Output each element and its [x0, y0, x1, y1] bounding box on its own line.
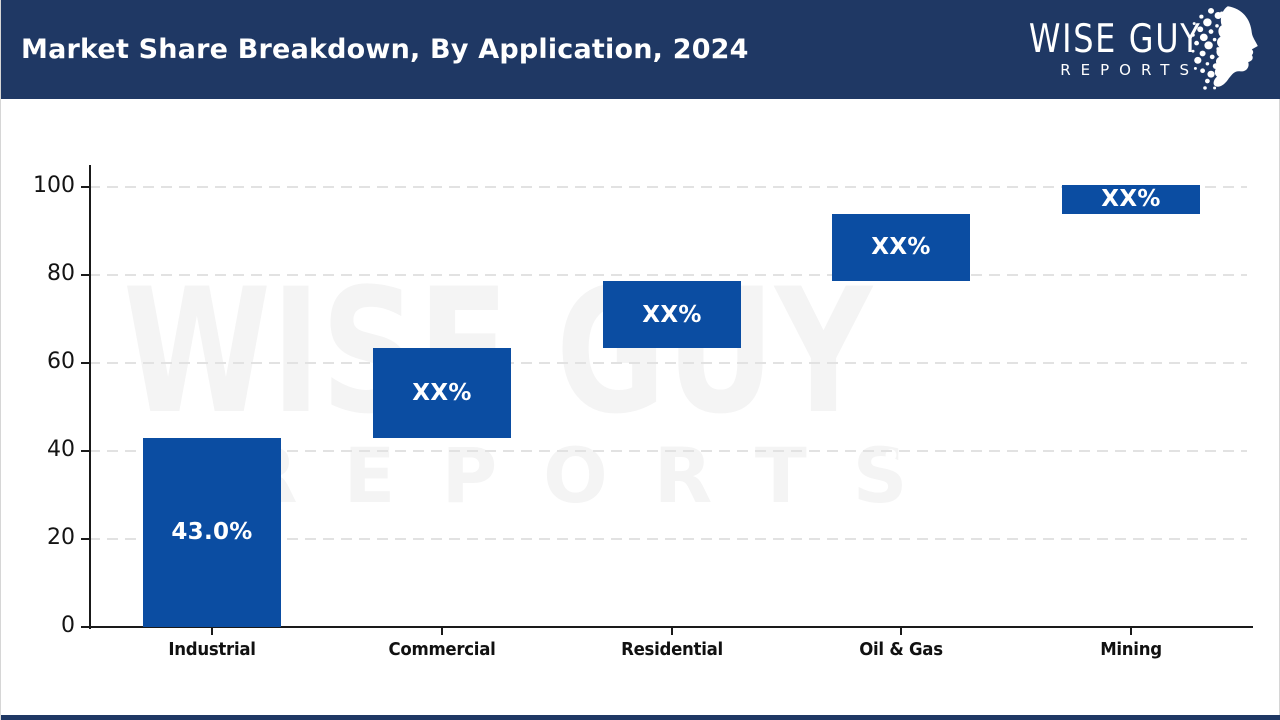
gridline: [89, 362, 1247, 364]
y-tick-mark: [81, 450, 89, 452]
header: Market Share Breakdown, By Application, …: [1, 0, 1280, 99]
logo-wordmark: WISE GUY REPORTS: [991, 20, 1201, 79]
y-tick-label: 60: [47, 349, 75, 374]
y-tick-mark: [81, 538, 89, 540]
gridline: [89, 274, 1247, 276]
y-tick-mark: [81, 274, 89, 276]
bar-value-label: XX%: [642, 301, 702, 328]
bar-value-label: 43.0%: [171, 519, 253, 546]
bar-mining: XX%: [1062, 184, 1200, 214]
y-tick-mark: [81, 362, 89, 364]
x-tick-mark: [900, 628, 902, 635]
x-tick-mark: [211, 628, 213, 635]
bar-oil-gas: XX%: [832, 213, 970, 282]
page-title: Market Share Breakdown, By Application, …: [21, 34, 749, 65]
bar-residential: XX%: [603, 281, 741, 349]
category-label: Industrial: [168, 639, 256, 660]
y-tick-label: 20: [47, 525, 75, 550]
bar-value-label: XX%: [1101, 186, 1161, 213]
x-tick-mark: [1130, 628, 1132, 635]
y-axis: [89, 165, 91, 629]
category-label: Mining: [1100, 639, 1162, 660]
gridline: [89, 186, 1247, 188]
category-label: Oil & Gas: [859, 639, 943, 660]
bar-value-label: XX%: [871, 234, 931, 261]
bar-commercial: XX%: [373, 348, 511, 438]
y-tick-label: 40: [47, 437, 75, 462]
bar-value-label: XX%: [412, 380, 472, 407]
x-axis: [82, 626, 1253, 628]
bottom-bar: [1, 715, 1280, 720]
x-tick-mark: [441, 628, 443, 635]
wise-guy-logo: WISE GUY REPORTS: [991, 4, 1271, 96]
gridline: [89, 538, 1247, 540]
gridline: [89, 450, 1247, 452]
category-label: Commercial: [388, 639, 496, 660]
bar-industrial: 43.0%: [143, 437, 281, 627]
face-profile-icon: [1191, 5, 1258, 90]
logo-subtitle: REPORTS: [1060, 61, 1199, 79]
y-tick-label: 100: [33, 173, 75, 198]
y-tick-label: 80: [47, 261, 75, 286]
category-label: Residential: [621, 639, 723, 660]
x-tick-mark: [671, 628, 673, 635]
y-tick-mark: [81, 186, 89, 188]
logo-title: WISE GUY: [1028, 17, 1201, 62]
y-tick-label: 0: [61, 613, 75, 638]
